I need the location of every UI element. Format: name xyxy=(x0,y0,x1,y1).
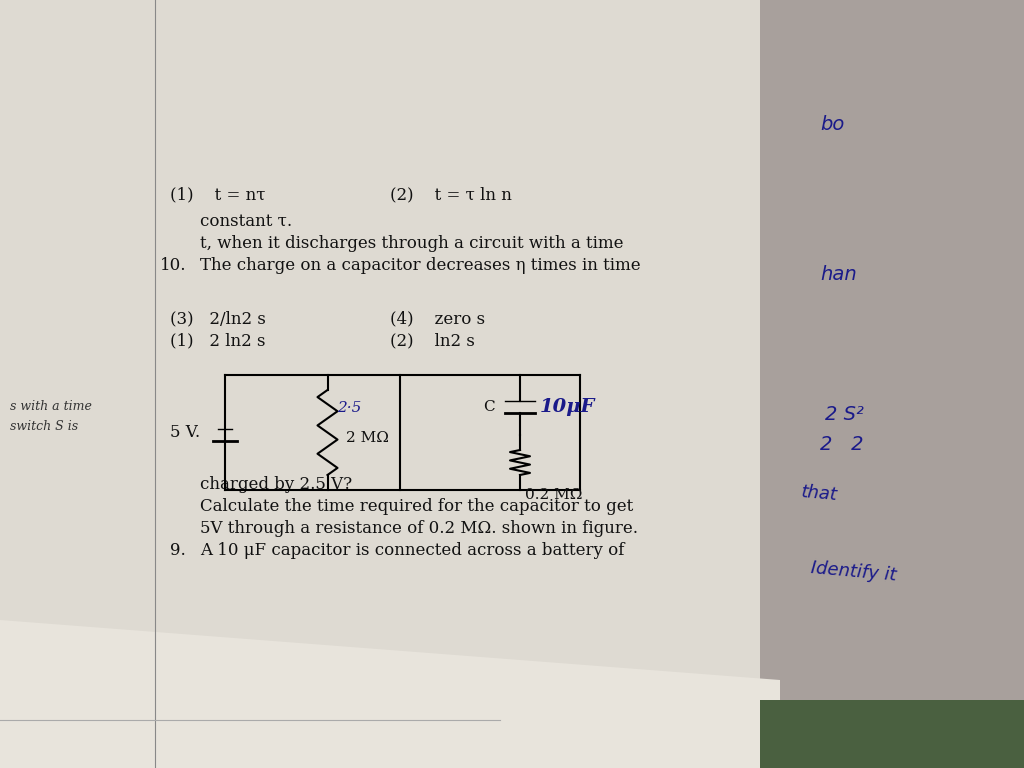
Text: 2·5: 2·5 xyxy=(338,400,361,415)
Text: 2 MΩ: 2 MΩ xyxy=(345,431,388,445)
Text: 10μF: 10μF xyxy=(540,398,595,416)
Text: Identify it: Identify it xyxy=(810,558,897,584)
Text: A 10 μF capacitor is connected across a battery of: A 10 μF capacitor is connected across a … xyxy=(200,542,625,559)
Text: The charge on a capacitor decreases η times in time: The charge on a capacitor decreases η ti… xyxy=(200,257,641,274)
Text: 9.: 9. xyxy=(170,542,185,559)
Polygon shape xyxy=(0,620,780,768)
Text: Calculate the time required for the capacitor to get: Calculate the time required for the capa… xyxy=(200,498,633,515)
Text: 2   2: 2 2 xyxy=(820,435,863,454)
Text: (1)   2 ln2 s: (1) 2 ln2 s xyxy=(170,332,265,349)
Text: C: C xyxy=(483,400,495,414)
Polygon shape xyxy=(760,700,1024,768)
Text: bo: bo xyxy=(820,115,844,134)
Text: (3)   2/ln2 s: (3) 2/ln2 s xyxy=(170,310,266,327)
Polygon shape xyxy=(760,0,1024,768)
Text: (4)    zero s: (4) zero s xyxy=(390,310,485,327)
Text: han: han xyxy=(820,265,857,284)
Text: s with a time: s with a time xyxy=(10,400,92,413)
Text: 0.2 MΩ: 0.2 MΩ xyxy=(525,488,583,502)
Text: that: that xyxy=(800,483,838,504)
Text: (1)    t = nτ: (1) t = nτ xyxy=(170,186,265,203)
Text: switch S is: switch S is xyxy=(10,420,78,433)
Text: (2)    t = τ ln n: (2) t = τ ln n xyxy=(390,186,512,203)
Text: (2)    ln2 s: (2) ln2 s xyxy=(390,332,475,349)
Polygon shape xyxy=(0,0,780,768)
Text: 5 V.: 5 V. xyxy=(170,424,200,441)
Text: 5V through a resistance of 0.2 MΩ. shown in figure.: 5V through a resistance of 0.2 MΩ. shown… xyxy=(200,520,638,537)
Text: 10.: 10. xyxy=(160,257,186,274)
Text: 2 S²: 2 S² xyxy=(825,405,864,424)
Text: constant τ.: constant τ. xyxy=(200,213,292,230)
Text: charged by 2.5 V?: charged by 2.5 V? xyxy=(200,476,352,493)
Text: t, when it discharges through a circuit with a time: t, when it discharges through a circuit … xyxy=(200,235,624,252)
